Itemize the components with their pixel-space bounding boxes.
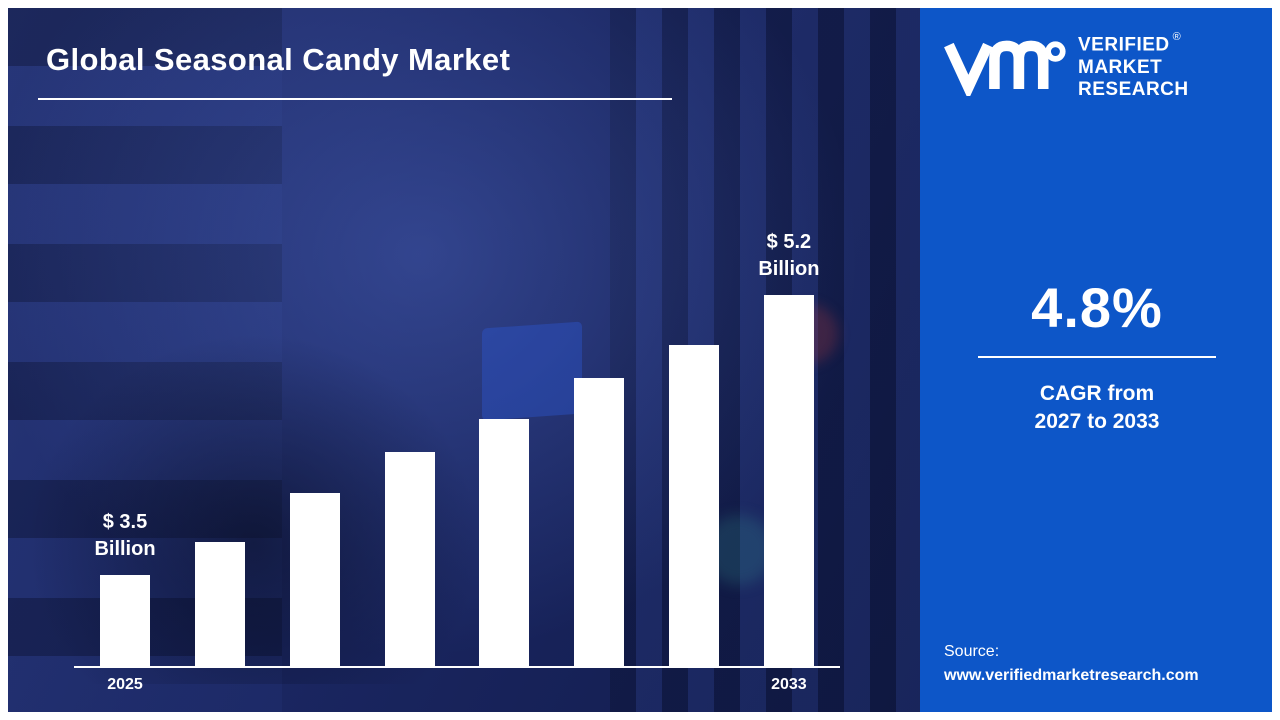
x-axis-line: [74, 666, 840, 668]
x-axis-label: 2025: [107, 676, 143, 693]
bar-cell: [574, 254, 625, 666]
bar-cell: [289, 254, 340, 666]
cagr-value: 4.8%: [1031, 275, 1163, 339]
title-underline: [38, 98, 672, 100]
bar-value-label: $ 3.5 Billion: [94, 511, 156, 560]
bar-cell: 2033 $ 5.2 Billion: [758, 231, 819, 693]
brand-name: VERIFIED ® MARKET RESEARCH: [1078, 31, 1189, 102]
bar: [763, 295, 814, 666]
bar: [384, 452, 435, 666]
bar: [669, 345, 720, 666]
bar: [289, 493, 340, 666]
bar-cell: [479, 254, 530, 666]
chart-section: Global Seasonal Candy Market 2025 $ 3.5 Bi…: [8, 8, 920, 712]
cagr-caption-line-2: 2027 to 2033: [1034, 410, 1160, 434]
bar: [100, 575, 150, 666]
cagr-stat: 4.8% CAGR from 2027 to 2033: [944, 72, 1250, 640]
source-label: Source:: [944, 643, 1000, 660]
cagr-caption: CAGR from 2027 to 2033: [1035, 380, 1160, 437]
bar: [479, 419, 530, 666]
stat-divider: [978, 355, 1216, 358]
bar-chart: 2025 $ 3.5 Billion 2033 $ 5.2 Billion: [74, 231, 840, 693]
bar-cell: [194, 254, 245, 666]
cagr-caption-line-1: CAGR from: [1039, 381, 1155, 405]
source-block: Source: www.verifiedmarketresearch.com: [944, 640, 1250, 688]
brand-logo: VERIFIED ® MARKET RESEARCH: [944, 31, 1250, 102]
bar-value-label: $ 5.2 Billion: [758, 231, 820, 280]
bar-cell: [384, 254, 435, 666]
bar-chart-bars: 2025 $ 3.5 Billion 2033 $ 5.2 Billion: [74, 231, 840, 693]
bar-cell: 2025 $ 3.5 Billion: [94, 254, 155, 693]
bar-cell: [669, 254, 720, 666]
x-axis-label: 2033: [771, 676, 807, 693]
page-title: Global Seasonal Candy Market: [46, 42, 511, 77]
registered-trademark: ®: [1172, 31, 1182, 43]
brand-line-2: MARKET: [1078, 56, 1163, 78]
bar: [574, 378, 625, 666]
source-url-link[interactable]: www.verifiedmarketresearch.com: [944, 667, 1199, 684]
vmr-logo-icon: [944, 40, 1066, 96]
brand-line-3: RESEARCH: [1078, 79, 1189, 101]
brand-line-1: VERIFIED: [1078, 34, 1170, 56]
info-panel: VERIFIED ® MARKET RESEARCH 4.8% CAGR from…: [920, 8, 1272, 712]
bar: [194, 542, 245, 666]
